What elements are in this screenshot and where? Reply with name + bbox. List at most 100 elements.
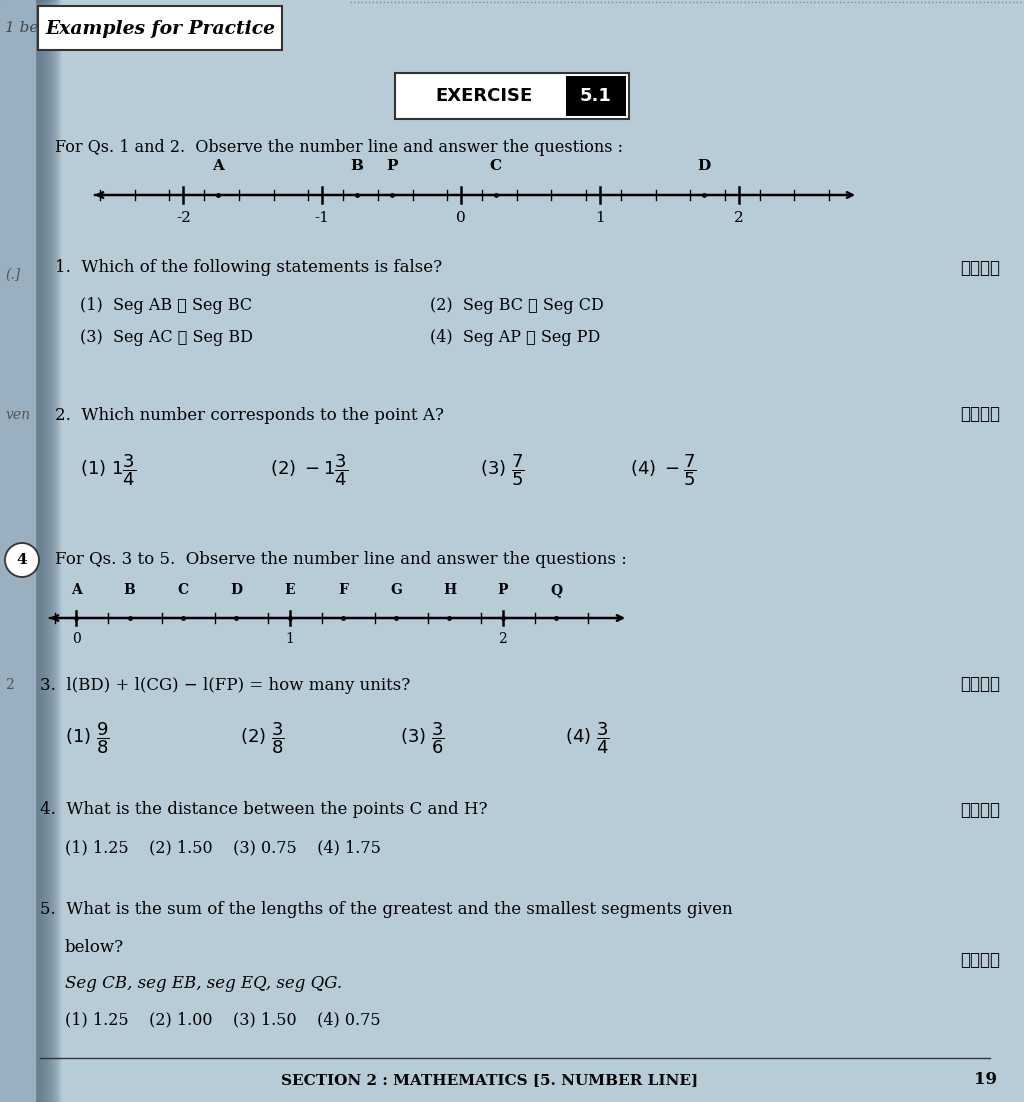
Bar [0,0,7,1102]
Text: A: A [212,159,224,173]
Bar [0,0,40,1102]
FancyBboxPatch shape [38,6,282,50]
Text: H: H [442,583,456,597]
Text: 5.1: 5.1 [580,87,612,105]
Text: ①②③④: ①②③④ [961,801,1000,819]
Text: (1) 1.25    (2) 1.00    (3) 1.50    (4) 0.75: (1) 1.25 (2) 1.00 (3) 1.50 (4) 0.75 [65,1012,381,1028]
Text: EXERCISE: EXERCISE [435,87,532,105]
Bar [0,0,22,1102]
Text: 2: 2 [499,633,507,646]
Bar [0,0,47,1102]
Bar [0,0,30,1102]
Bar [0,0,49,1102]
Bar [0,0,37,1102]
Bar [0,0,31,1102]
Bar [0,0,12,1102]
Bar [0,0,35,1102]
Text: A: A [71,583,82,597]
Bar [0,0,43,1102]
FancyBboxPatch shape [566,76,626,116]
Bar [0,0,41,1102]
Text: B: B [124,583,135,597]
Bar [0,0,46,1102]
Circle shape [5,543,39,577]
Text: 5.  What is the sum of the lengths of the greatest and the smallest segments giv: 5. What is the sum of the lengths of the… [40,901,732,918]
Bar [0,0,36,1102]
Text: For Qs. 1 and 2.  Observe the number line and answer the questions :: For Qs. 1 and 2. Observe the number line… [55,140,623,156]
Text: (4)  Seg AP ≅ Seg PD: (4) Seg AP ≅ Seg PD [430,329,600,346]
Bar [0,0,59,1102]
Bar [0,0,51,1102]
Text: E: E [285,583,295,597]
Text: $(3)\ \dfrac{3}{6}$: $(3)\ \dfrac{3}{6}$ [400,721,444,756]
Bar [0,0,39,1102]
Bar [0,0,44,1102]
Text: F: F [338,583,348,597]
Text: D: D [697,159,711,173]
Bar [0,0,23,1102]
Bar [0,0,60,1102]
Bar [0,0,26,1102]
Text: $(4)\ \dfrac{3}{4}$: $(4)\ \dfrac{3}{4}$ [565,721,610,756]
Bar [0,0,9,1102]
Text: P: P [386,159,397,173]
Bar [0,0,55,1102]
Text: $(2)\ \dfrac{3}{8}$: $(2)\ \dfrac{3}{8}$ [240,721,285,756]
Bar [0,0,24,1102]
Text: $(1)\ \dfrac{9}{8}$: $(1)\ \dfrac{9}{8}$ [65,721,110,756]
Text: (.]: (.] [5,268,20,282]
Text: ①②③④: ①②③④ [961,677,1000,693]
Text: B: B [350,159,364,173]
Text: below?: below? [65,940,124,957]
Bar [0,0,52,1102]
Bar [0,0,58,1102]
Text: ①②③④: ①②③④ [961,259,1000,277]
Text: (1)  Seg AB ≅ Seg BC: (1) Seg AB ≅ Seg BC [80,296,252,313]
Bar [0,0,27,1102]
Text: 3.  l(BD) + l(CG) − l(FP) = how many units?: 3. l(BD) + l(CG) − l(FP) = how many unit… [40,677,411,693]
Text: For Qs. 3 to 5.  Observe the number line and answer the questions :: For Qs. 3 to 5. Observe the number line … [55,551,627,569]
Text: (1) 1.25    (2) 1.50    (3) 0.75    (4) 1.75: (1) 1.25 (2) 1.50 (3) 0.75 (4) 1.75 [65,840,381,856]
Text: G: G [390,583,402,597]
Bar [0,0,29,1102]
FancyBboxPatch shape [395,73,629,119]
Bar [0,0,54,1102]
Text: $(4)\ -\dfrac{7}{5}$: $(4)\ -\dfrac{7}{5}$ [630,452,697,488]
Bar [0,0,53,1102]
Bar [0,0,17,1102]
Text: D: D [230,583,243,597]
Bar [0,0,18,1102]
Text: $(1)\ 1\dfrac{3}{4}$: $(1)\ 1\dfrac{3}{4}$ [80,452,136,488]
Bar [0,0,48,1102]
Text: 2: 2 [5,678,13,692]
Bar [0,0,35,1102]
Bar [0,0,45,1102]
Text: $(2)\ -1\dfrac{3}{4}$: $(2)\ -1\dfrac{3}{4}$ [270,452,348,488]
Text: P: P [498,583,508,597]
Text: 1: 1 [595,210,605,225]
Text: $(3)\ \dfrac{7}{5}$: $(3)\ \dfrac{7}{5}$ [480,452,524,488]
Bar [0,0,13,1102]
Text: -2: -2 [176,210,190,225]
Text: 2: 2 [734,210,743,225]
Bar [0,0,38,1102]
Bar [0,0,32,1102]
Bar [0,0,25,1102]
Bar [0,0,50,1102]
Bar [0,0,56,1102]
Text: Seg CB, seg EB, seg EQ, seg QG.: Seg CB, seg EB, seg EQ, seg QG. [65,975,342,993]
Bar [0,0,28,1102]
Text: 2.  Which number corresponds to the point A?: 2. Which number corresponds to the point… [55,407,443,423]
Text: ①②③④: ①②③④ [961,407,1000,423]
Bar [0,0,20,1102]
Bar [0,0,22,1102]
Text: 1: 1 [285,633,294,646]
Text: Q: Q [550,583,562,597]
Text: 1.  Which of the following statements is false?: 1. Which of the following statements is … [55,259,442,277]
Bar [0,0,4,1102]
Text: 4: 4 [16,553,28,568]
Text: ven: ven [5,408,30,422]
Text: C: C [177,583,188,597]
Bar [0,0,34,1102]
Bar [0,0,33,1102]
